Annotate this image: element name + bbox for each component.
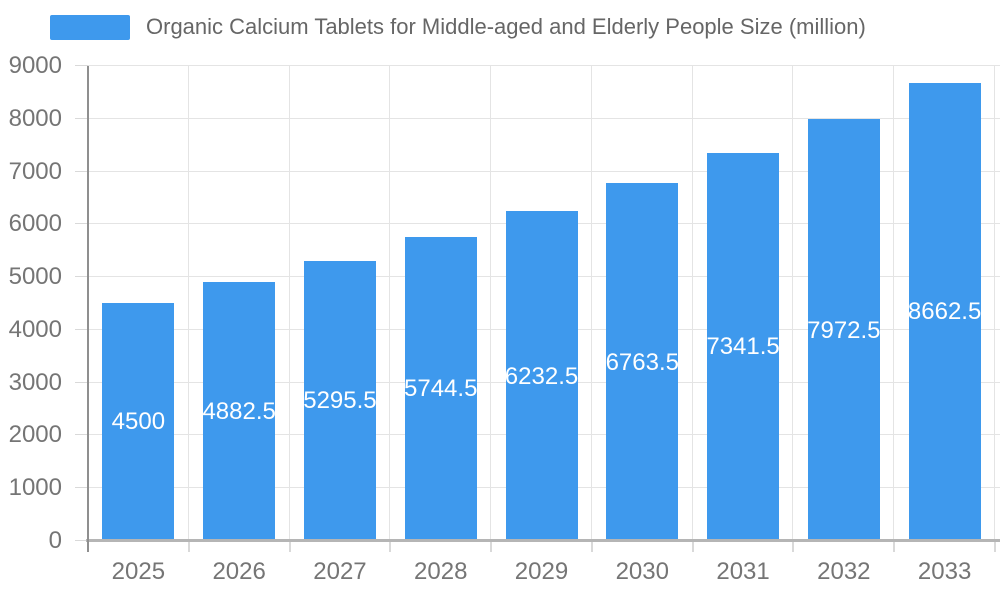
y-gridline-overhang — [995, 223, 1000, 225]
y-axis-labels: 0 1000 2000 3000 4000 5000 6000 7000 8000 9000 — [0, 54, 75, 553]
bar — [303, 260, 376, 540]
x-axis-tick-label: 2031 — [716, 558, 770, 585]
bar — [908, 82, 981, 540]
bar-value-label: 4500 — [111, 408, 166, 436]
y-axis-tick — [75, 487, 88, 489]
y-axis-line — [87, 66, 89, 552]
x-axis-tick — [691, 541, 694, 552]
y-gridline-overhang — [995, 65, 1000, 66]
x-axis-tick — [490, 541, 493, 552]
y-gridline — [88, 117, 995, 119]
bar — [102, 302, 175, 540]
bar-value-label: 7341.5 — [706, 333, 780, 361]
legend-label: Organic Calcium Tablets for Middle-aged … — [146, 14, 866, 39]
y-axis-tick — [75, 328, 88, 330]
x-axis-tick — [288, 541, 291, 552]
y-axis-tick — [75, 540, 88, 541]
bar — [203, 282, 276, 540]
bar-value-label: 8662.5 — [907, 298, 982, 326]
y-axis-tick-label: 3000 — [8, 368, 62, 396]
y-gridline-overhang — [995, 328, 1000, 330]
y-axis-tick-label: 4000 — [8, 315, 62, 343]
y-axis-tick — [75, 117, 88, 119]
bar-value-label: 6232.5 — [504, 362, 579, 390]
bar-value-label: 6763.5 — [605, 348, 679, 376]
y-axis-tick-label: 6000 — [8, 210, 62, 238]
x-gridline — [288, 66, 290, 541]
x-axis-tick — [187, 541, 190, 552]
bar — [505, 211, 578, 540]
x-axis-tick — [792, 541, 795, 552]
y-gridline — [88, 170, 995, 172]
y-gridline-overhang — [995, 117, 1000, 119]
x-gridline — [893, 66, 895, 541]
y-axis-tick — [75, 223, 88, 225]
x-axis-tick-label: 2030 — [615, 558, 669, 585]
x-gridline — [792, 66, 794, 541]
y-axis-tick-label: 1000 — [8, 474, 62, 502]
x-gridline — [389, 66, 391, 541]
x-gridline — [490, 66, 492, 541]
bar — [707, 152, 780, 540]
y-axis-tick-label: 8000 — [8, 104, 62, 132]
y-axis-tick-label: 5000 — [8, 263, 62, 291]
y-axis-tick — [75, 434, 88, 436]
x-gridline — [187, 66, 189, 541]
bar — [404, 236, 477, 540]
x-axis-tick-label: 2025 — [111, 558, 166, 585]
y-axis-tick-label: 9000 — [8, 52, 62, 79]
x-gridline — [691, 66, 693, 541]
bar-value-label: 5744.5 — [404, 375, 478, 403]
chart-legend[interactable]: Organic Calcium Tablets for Middle-aged … — [50, 14, 866, 40]
y-gridline-overhang — [995, 170, 1000, 172]
x-axis-tick-label: 2028 — [414, 558, 468, 585]
legend-swatch — [50, 14, 130, 40]
y-axis-tick-label: 2000 — [8, 421, 62, 449]
x-axis-tick-label: 2032 — [817, 558, 871, 585]
y-axis-tick — [75, 170, 88, 172]
x-gridline — [590, 66, 592, 541]
x-axis-tick — [590, 541, 593, 552]
y-axis-tick-label: 7000 — [8, 157, 62, 185]
x-axis-tick-label: 2026 — [212, 558, 266, 585]
y-axis-tick — [75, 381, 88, 383]
bar-value-label: 4882.5 — [202, 398, 276, 426]
bar-value-label: 5295.5 — [303, 387, 377, 415]
x-axis-tick — [389, 541, 392, 552]
x-axis-tick — [994, 541, 996, 552]
y-gridline-overhang — [995, 381, 1000, 383]
x-axis-line — [86, 539, 1000, 542]
x-axis-tick — [893, 541, 896, 552]
y-gridline-overhang — [995, 276, 1000, 278]
bar-value-label: 7972.5 — [807, 316, 881, 344]
bar — [606, 183, 679, 540]
y-axis-tick — [75, 65, 88, 66]
y-gridline-overhang — [995, 434, 1000, 436]
y-axis-tick — [75, 276, 88, 278]
plot-area: 4500 2025 4882.5 2026 5295.5 2027 5744.5 2028 62… — [75, 65, 1000, 584]
y-gridline-overhang — [995, 487, 1000, 489]
x-axis-tick-label: 2027 — [313, 558, 367, 585]
y-gridline — [88, 65, 995, 66]
bar — [807, 119, 880, 540]
x-axis-tick-label: 2033 — [917, 558, 972, 585]
y-axis-tick-label: 0 — [48, 527, 62, 554]
x-axis-tick-label: 2029 — [514, 558, 569, 585]
x-gridline — [994, 66, 995, 541]
